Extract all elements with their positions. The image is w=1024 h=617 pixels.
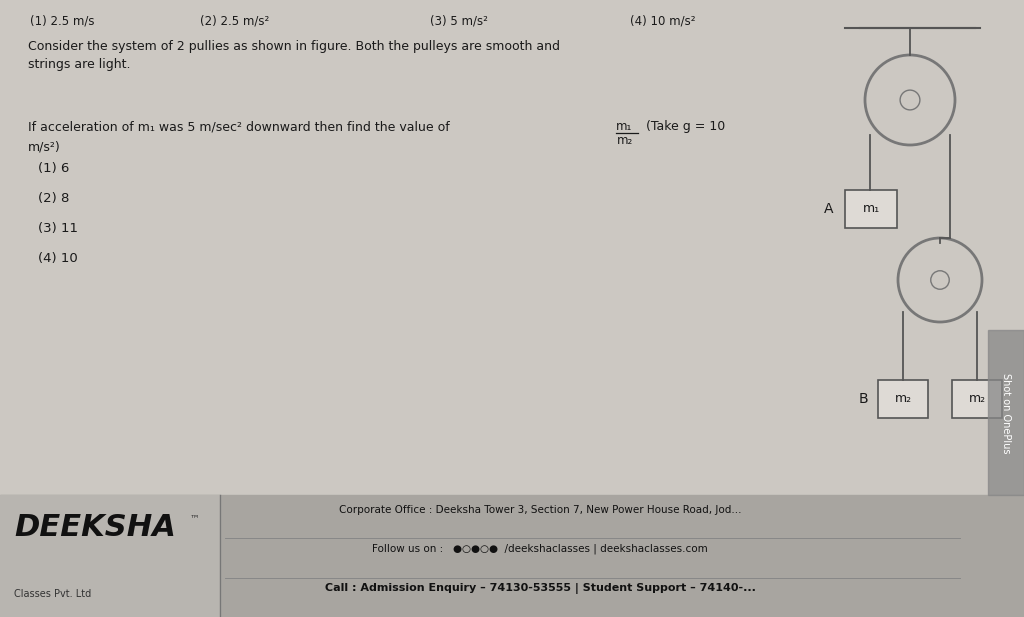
FancyBboxPatch shape <box>952 380 1002 418</box>
Text: (2) 2.5 m/s²: (2) 2.5 m/s² <box>200 14 269 27</box>
Text: A: A <box>823 202 833 216</box>
Text: m₂: m₂ <box>617 134 633 147</box>
Text: m₁: m₁ <box>862 202 880 215</box>
Text: m₁: m₁ <box>616 120 633 133</box>
Bar <box>0 495 220 617</box>
Text: (3) 11: (3) 11 <box>38 222 78 235</box>
Text: m₂: m₂ <box>894 392 911 405</box>
Text: Call : Admission Enquiry – 74130-53555 | Student Support – 74140-...: Call : Admission Enquiry – 74130-53555 |… <box>325 583 756 594</box>
Text: strings are light.: strings are light. <box>28 58 130 71</box>
Text: (2) 8: (2) 8 <box>38 192 70 205</box>
Text: B: B <box>858 392 868 406</box>
Text: Follow us on :   ●○●○●  /deekshaclasses | deekshaclasses.com: Follow us on : ●○●○● /deekshaclasses | d… <box>372 544 708 554</box>
Text: Shot on OnePlus: Shot on OnePlus <box>1001 373 1011 453</box>
Text: ™: ™ <box>190 513 200 523</box>
Text: (1) 6: (1) 6 <box>38 162 70 175</box>
Text: (3) 5 m/s²: (3) 5 m/s² <box>430 14 487 27</box>
Bar <box>988 330 1024 495</box>
Text: (1) 2.5 m/s: (1) 2.5 m/s <box>30 14 94 27</box>
Text: DEEKSHA: DEEKSHA <box>14 513 176 542</box>
Text: Consider the system of 2 pullies as shown in figure. Both the pulleys are smooth: Consider the system of 2 pullies as show… <box>28 40 560 53</box>
Text: m/s²): m/s²) <box>28 140 60 153</box>
FancyBboxPatch shape <box>845 190 897 228</box>
Text: (Take g = 10: (Take g = 10 <box>646 120 725 133</box>
Text: (4) 10 m/s²: (4) 10 m/s² <box>630 14 695 27</box>
Bar <box>0 495 1024 617</box>
Text: If acceleration of m₁ was 5 m/sec² downward then find the value of: If acceleration of m₁ was 5 m/sec² downw… <box>28 120 450 133</box>
Text: (4) 10: (4) 10 <box>38 252 78 265</box>
Text: m₂: m₂ <box>969 392 985 405</box>
Text: Corporate Office : Deeksha Tower 3, Section 7, New Power House Road, Jod...: Corporate Office : Deeksha Tower 3, Sect… <box>339 505 741 515</box>
Text: Classes Pvt. Ltd: Classes Pvt. Ltd <box>14 589 91 599</box>
FancyBboxPatch shape <box>878 380 928 418</box>
